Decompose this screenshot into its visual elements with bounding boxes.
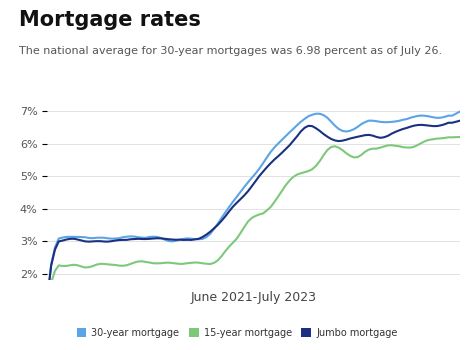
Text: Mortgage rates: Mortgage rates (19, 10, 201, 30)
X-axis label: June 2021-July 2023: June 2021-July 2023 (191, 291, 317, 304)
Text: The national average for 30-year mortgages was 6.98 percent as of July 26.: The national average for 30-year mortgag… (19, 46, 442, 56)
Legend: 30-year mortgage, 15-year mortgage, Jumbo mortgage: 30-year mortgage, 15-year mortgage, Jumb… (73, 324, 401, 342)
